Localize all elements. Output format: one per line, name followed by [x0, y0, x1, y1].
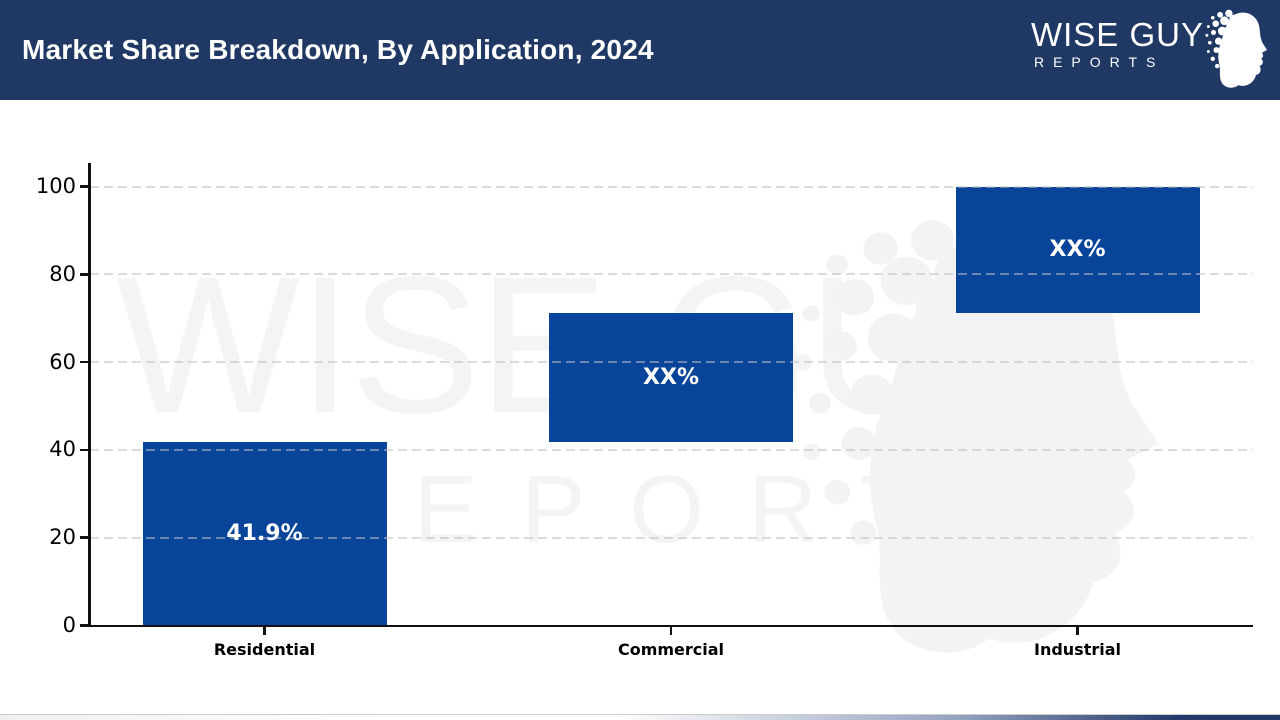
- x-tick-label: Commercial: [617, 640, 725, 659]
- x-tick-label: Industrial: [1033, 640, 1121, 659]
- brand-head-icon: [1205, 9, 1267, 88]
- x-tick-mark: [263, 627, 266, 635]
- bar-commercial: [549, 312, 793, 442]
- brand-logo-text: WISE GUY REPORTS: [1030, 16, 1204, 70]
- y-tick-mark: [80, 624, 88, 627]
- x-axis-line: [88, 624, 1253, 627]
- x-tick-mark: [1076, 627, 1079, 635]
- x-tick-label: Residential: [213, 640, 316, 659]
- y-tick-label: 60: [49, 349, 76, 374]
- y-tick-mark: [80, 273, 88, 276]
- page-title: Market Share Breakdown, By Application, …: [22, 34, 654, 65]
- y-tick-mark: [80, 185, 88, 188]
- grid-line: [90, 185, 1253, 188]
- y-tick-label: 20: [49, 525, 76, 550]
- y-tick-label: 80: [49, 261, 76, 286]
- y-tick-label: 100: [35, 174, 76, 198]
- header-bar: Market Share Breakdown, By Application, …: [0, 0, 1280, 100]
- watermark-head-icon: [794, 220, 1158, 653]
- brand-subtitle-label: REPORTS: [1033, 53, 1165, 70]
- grid-line: [90, 536, 1253, 539]
- bar-residential: [142, 441, 387, 626]
- y-tick-label: 0: [62, 613, 76, 637]
- y-tick-mark: [80, 536, 88, 539]
- footer-strip: [0, 714, 1280, 720]
- x-tick-mark: [669, 627, 673, 635]
- grid-line: [90, 273, 1253, 276]
- grid-line: [90, 361, 1253, 364]
- y-tick-mark: [80, 360, 88, 364]
- bar-industrial: [955, 186, 1200, 313]
- grid-line: [90, 448, 1253, 451]
- y-axis-line: [88, 163, 91, 627]
- y-tick-mark: [80, 448, 88, 452]
- brand-logo: WISE GUY REPORTS: [1031, 9, 1268, 91]
- brand-name-label: WISE GUY: [1030, 16, 1204, 53]
- y-tick-label: 40: [49, 437, 76, 462]
